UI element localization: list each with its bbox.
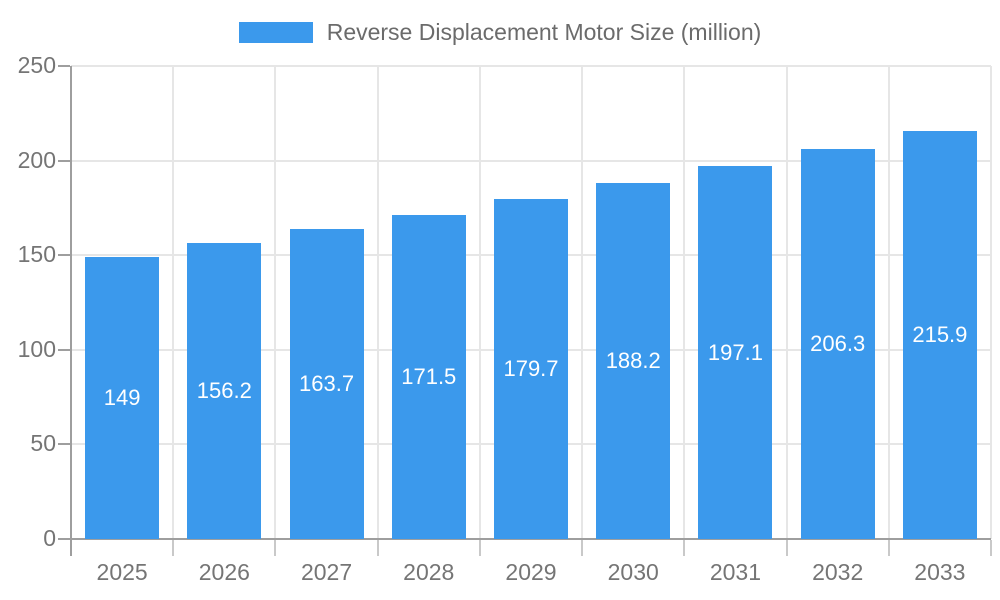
y-axis-line [70,66,72,556]
x-axis-tick [581,540,584,556]
bar-2027[interactable] [289,229,364,539]
x-axis-tick [376,540,379,556]
x-axis-tick-label: 2025 [96,559,148,585]
bar-2031[interactable] [698,166,773,539]
x-axis-tick [990,540,992,556]
bar-2029[interactable] [494,199,568,539]
x-axis-tick [172,540,175,556]
y-axis-tick-label: 200 [17,146,56,173]
bar-2033[interactable] [902,130,977,539]
x-axis-line [70,538,991,540]
x-axis-tick-label: 2029 [505,559,557,585]
y-axis-tick [58,159,70,162]
bar-2026[interactable] [187,243,262,539]
x-axis-tick [683,540,686,556]
x-axis-tick-label: 2033 [914,559,966,585]
y-axis-tick [58,65,70,67]
x-gridline [683,66,686,539]
legend-swatch [238,21,313,43]
x-gridline [172,66,175,539]
x-axis-tick [887,540,890,556]
y-axis-tick-label: 0 [43,525,56,552]
x-gridline [785,66,788,539]
x-axis-tick [274,540,277,556]
x-gridline [478,66,481,539]
x-axis-tick [478,540,481,556]
bar-2032[interactable] [800,148,875,539]
x-axis-tick-label: 2030 [607,559,659,585]
legend-label: Reverse Displacement Motor Size (million… [326,18,762,45]
y-axis-tick [58,538,70,540]
y-axis-tick-label: 50 [30,430,56,457]
x-gridline [274,66,277,539]
bar-2028[interactable] [391,214,466,539]
bar-2025[interactable] [85,257,160,539]
bar-2030[interactable] [596,182,671,539]
legend-item[interactable]: Reverse Displacement Motor Size (million… [0,15,1000,49]
x-axis-tick-label: 2026 [198,559,250,585]
x-axis-tick-label: 2027 [300,559,353,585]
y-axis-tick [58,443,70,446]
y-axis-tick [58,348,70,351]
y-gridline [71,65,991,67]
y-axis-tick-label: 150 [17,241,56,268]
x-axis-tick-label: 2028 [403,559,455,585]
y-axis-tick [58,254,70,257]
y-axis-tick-label: 250 [17,52,56,79]
x-gridline [990,66,992,539]
y-gridline [71,159,991,162]
x-axis-tick-label: 2031 [709,559,762,585]
x-axis-tick [785,540,788,556]
y-axis-tick-label: 100 [17,335,56,362]
x-gridline [581,66,584,539]
x-gridline [376,66,379,539]
x-axis-tick-label: 2032 [812,559,864,585]
x-gridline [887,66,890,539]
